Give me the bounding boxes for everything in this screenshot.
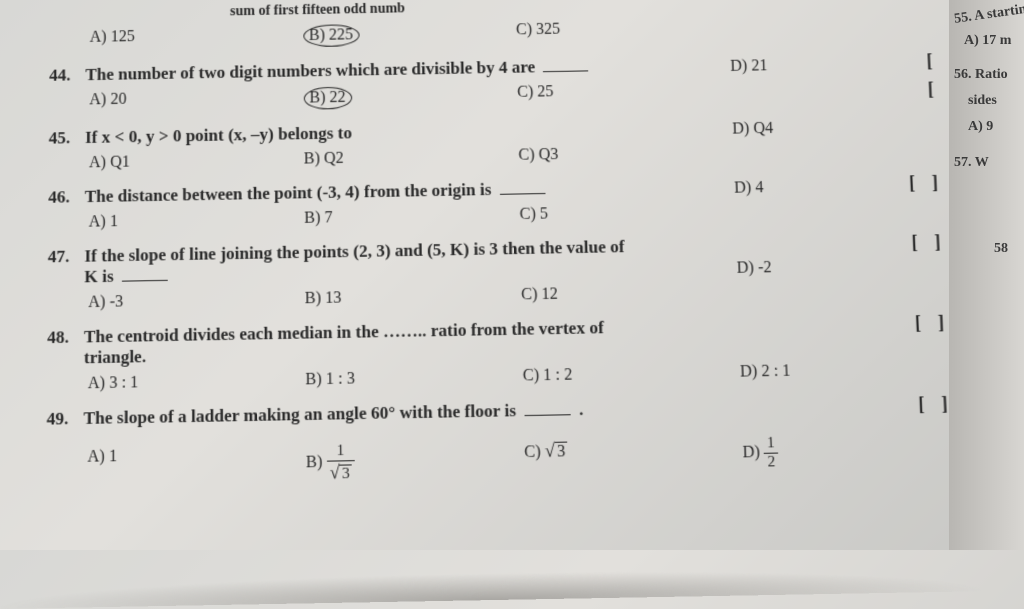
q48-number: 48.: [47, 327, 84, 348]
q47-option-a: A) -3: [88, 290, 294, 312]
facing-q55: 55. A startin: [953, 2, 1024, 28]
q48-option-d: D) 2 : 1: [740, 359, 948, 381]
q49-option-a: A) 1: [87, 444, 295, 487]
q47-option-c: C) 12: [521, 282, 728, 304]
q49-option-c: C) 3: [524, 437, 733, 480]
q48-option-a: A) 3 : 1: [88, 371, 295, 393]
facing-q56: 56. Ratio: [954, 67, 1024, 83]
q46-option-a: A) 1: [89, 210, 294, 232]
exam-page: sum of first fifteen odd numb A) 125 B) …: [0, 0, 988, 609]
question-43-partial: sum of first fifteen odd numb A) 125 B) …: [49, 0, 932, 52]
q47-option-b: B) 13: [305, 286, 511, 308]
q45-option-c: C) Q3: [518, 143, 723, 165]
bracket-icon: [: [926, 50, 939, 71]
facing-q56-text: sides: [968, 93, 1024, 109]
q44-option-c: C) 25: [517, 80, 721, 106]
bracket-pair-icon: [ ]: [909, 172, 945, 194]
q44-number: 44.: [49, 65, 85, 86]
q49-option-d: D) 1 2: [742, 433, 951, 476]
q44-option-d: D) 21: [730, 54, 935, 102]
question-47: 47. If the slope of line joining the poi…: [47, 231, 944, 313]
q49-text: The slope of a ladder making an angle 60…: [83, 393, 949, 429]
question-46: 46. The distance between the point (-3, …: [48, 172, 940, 233]
facing-q56-opt: A) 9: [968, 119, 1024, 135]
page-curvature-shadow: [0, 564, 988, 609]
q47-option-d: D) -2: [736, 256, 943, 301]
facing-page-edge: 55. A startin A) 17 m 56. Ratio sides A)…: [949, 0, 1024, 550]
q49-number: 49.: [47, 408, 84, 430]
facing-q55-opt: A) 17 m: [964, 33, 1024, 49]
q47-number: 47.: [48, 246, 85, 267]
q43-option-b: B) 225: [303, 22, 506, 48]
q44-option-b: B) 22: [303, 84, 507, 110]
q45-option-a: A) Q1: [89, 151, 294, 173]
question-44: 44. The number of two digit numbers whic…: [49, 50, 935, 114]
facing-q58: 58: [994, 241, 1024, 257]
q46-number: 46.: [48, 187, 85, 208]
q48-option-c: C) 1 : 2: [523, 363, 731, 385]
q43-option-c: C) 325: [516, 18, 720, 44]
q45-option-b: B) Q2: [304, 147, 509, 169]
bracket-pair-icon: [ ]: [915, 311, 951, 333]
q45-number: 45.: [49, 128, 85, 149]
q45-option-d: D) Q4: [732, 117, 938, 161]
q44-option-a: A) 20: [89, 88, 293, 114]
question-45: 45. If x < 0, y > 0 point (x, –y) belong…: [48, 113, 937, 173]
q46-option-c: C) 5: [519, 202, 725, 224]
q48-option-b: B) 1 : 3: [305, 367, 512, 389]
header-fragment: sum of first fifteen odd numb: [230, 1, 405, 20]
q49-option-b: B) 1 3: [306, 440, 515, 483]
q46-option-b: B) 7: [304, 206, 510, 228]
question-48: 48. The centroid divides each median in …: [47, 312, 948, 395]
facing-q57: 57. W: [954, 155, 1024, 171]
q43-option-a: A) 125: [90, 25, 293, 51]
bracket-icon: [: [927, 78, 940, 99]
question-49: 49. The slope of a ladder making an angl…: [46, 393, 951, 488]
bracket-pair-icon: [ ]: [911, 231, 947, 253]
